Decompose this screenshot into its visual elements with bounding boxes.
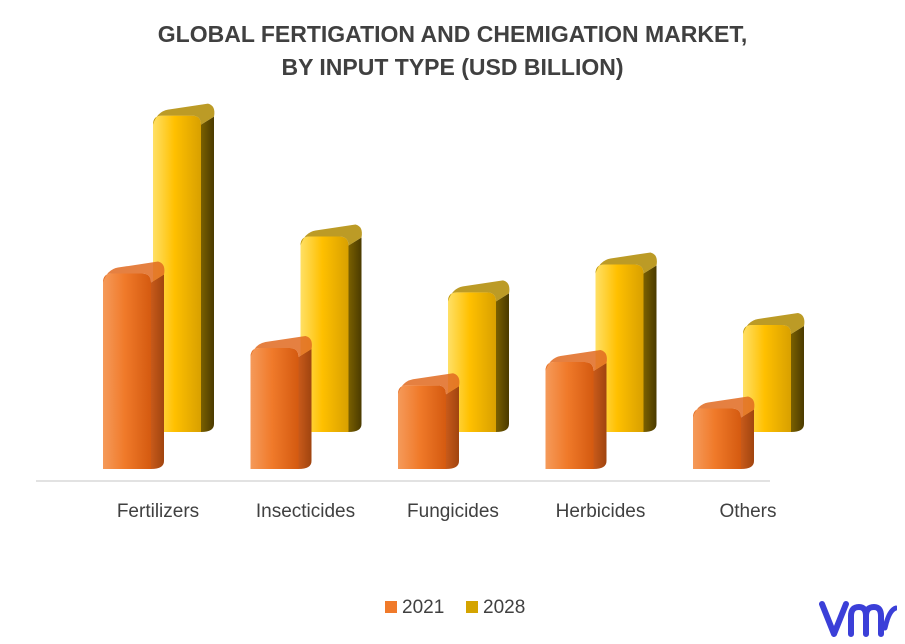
bar-side-face (446, 386, 459, 469)
bar-side-face (593, 362, 607, 469)
legend-label: 2021 (402, 597, 444, 618)
x-tick-label: Fertilizers (117, 501, 199, 522)
x-tick-label: Herbicides (556, 501, 646, 522)
x-tick-label: Others (719, 501, 776, 522)
bar-body (300, 236, 349, 432)
bar-side-face (298, 349, 312, 469)
bar-2028-others (743, 312, 805, 432)
bar-side-face (643, 265, 657, 432)
bar-side-face (741, 409, 754, 469)
legend-item-2021: 2021 (385, 597, 444, 618)
bar-side-face (791, 325, 804, 432)
bar-body (250, 348, 299, 469)
bar-top-cap (595, 252, 657, 274)
bar-top-cap (250, 336, 312, 358)
bar-top-cap (743, 312, 805, 334)
bar-top-cap (693, 396, 755, 418)
bar-2028-fertilizers (153, 103, 215, 432)
x-tick-label: Insecticides (256, 501, 355, 522)
bar-body (153, 115, 201, 432)
bar-2021-fertilizers (103, 261, 165, 469)
bar-top-cap (153, 103, 215, 125)
bar-body (398, 385, 446, 469)
legend: 2021 2028 (385, 597, 525, 618)
bar-top-cap (398, 373, 460, 395)
bar-top-cap (545, 349, 607, 371)
bars-group (103, 103, 805, 469)
bar-2021-fungicides (398, 373, 460, 469)
bar-2021-herbicides (545, 349, 607, 469)
bar-side-face (496, 293, 509, 432)
bar-top-cap (448, 280, 510, 302)
bar-top-cap (300, 224, 362, 246)
legend-swatch (385, 601, 397, 613)
bar-top-cap (103, 261, 165, 283)
bar-2021-others (693, 396, 755, 469)
x-tick-label: Fungicides (407, 501, 499, 522)
bar-body (595, 264, 644, 432)
bar-side-face (201, 116, 214, 432)
chart-title-line-2: BY INPUT TYPE (USD BILLION) (281, 54, 624, 80)
bar-2028-fungicides (448, 280, 510, 432)
bar-side-face (348, 237, 362, 432)
legend-swatch (466, 601, 478, 613)
bar-2021-insecticides (250, 336, 312, 469)
x-tick-labels: Fertilizers Insecticides Fungicides Herbici… (117, 501, 777, 522)
bar-side-face (151, 274, 164, 469)
bar-2028-herbicides (595, 252, 657, 432)
bar-body (545, 361, 594, 469)
vmr-logo-icon (819, 601, 897, 637)
bar-body (743, 324, 791, 432)
bar-body (448, 292, 496, 432)
bar-body (103, 273, 151, 469)
legend-label: 2028 (483, 597, 525, 618)
chart-title-line-1: GLOBAL FERTIGATION AND CHEMIGATION MARKE… (157, 21, 748, 47)
legend-item-2028: 2028 (466, 597, 525, 618)
bar-2028-insecticides (300, 224, 362, 432)
bar-body (693, 408, 741, 469)
chart-title: GLOBAL FERTIGATION AND CHEMIGATION MARKE… (0, 18, 905, 84)
